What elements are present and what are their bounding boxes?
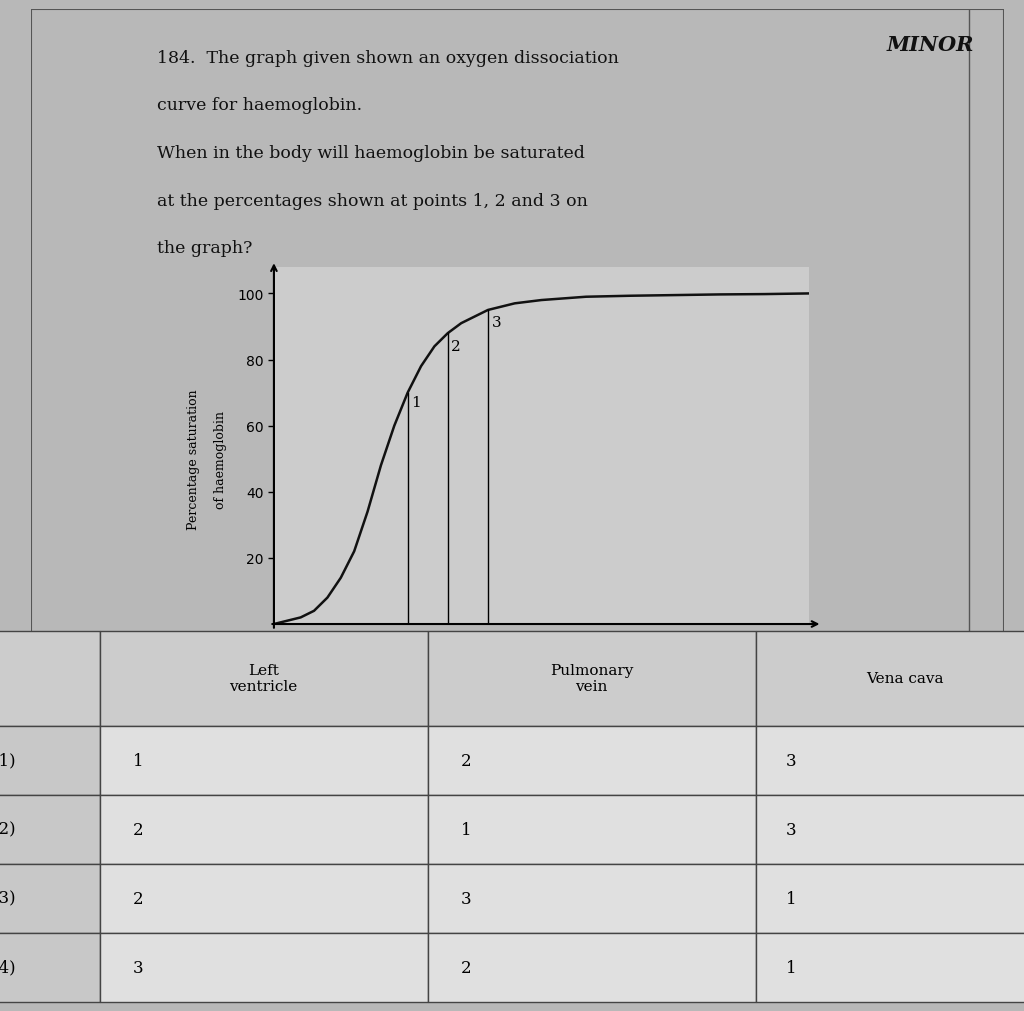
- Text: 2: 2: [452, 340, 461, 353]
- Text: MINOR: MINOR: [887, 34, 975, 55]
- Text: Partial pressure of oxygen(PO₂): Partial pressure of oxygen(PO₂): [386, 670, 608, 685]
- Text: 184.  The graph given shown an oxygen dissociation: 184. The graph given shown an oxygen dis…: [158, 50, 620, 67]
- Text: 3: 3: [492, 316, 501, 331]
- Text: at the percentages shown at points 1, 2 and 3 on: at the percentages shown at points 1, 2 …: [158, 192, 588, 209]
- Text: the graph?: the graph?: [158, 240, 253, 257]
- Text: 1: 1: [412, 395, 421, 409]
- Text: of haemoglobin: of haemoglobin: [214, 410, 227, 509]
- Text: 0: 0: [252, 647, 260, 661]
- Text: When in the body will haemoglobin be saturated: When in the body will haemoglobin be sat…: [158, 145, 585, 162]
- Text: Percentage saturation: Percentage saturation: [187, 389, 200, 530]
- Text: curve for haemoglobin.: curve for haemoglobin.: [158, 97, 362, 114]
